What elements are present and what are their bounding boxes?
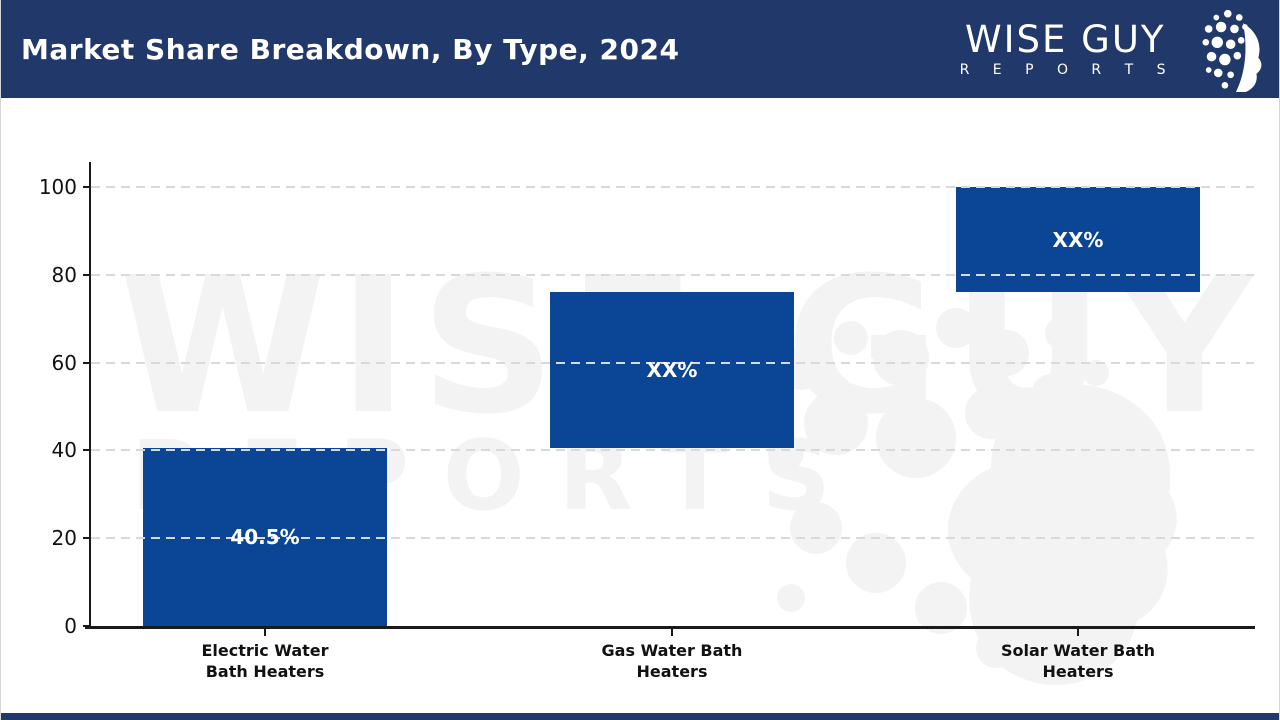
- y-tick-label: 60: [51, 350, 77, 375]
- y-tick-label: 20: [51, 526, 77, 551]
- gridline: [91, 449, 1254, 452]
- category-label-line2: Heaters: [1042, 661, 1114, 681]
- y-tick-label: 40: [51, 438, 77, 463]
- logo-reports-text: R E P O R T S: [959, 62, 1175, 78]
- x-tick-mark: [671, 629, 673, 636]
- y-tick-mark: [83, 186, 90, 188]
- category-label-line1: Electric Water: [201, 641, 329, 660]
- gridline: [91, 186, 1254, 188]
- category-label: Electric Water Bath Heaters: [105, 641, 425, 683]
- category-label-line1: Solar Water Bath: [1000, 641, 1156, 660]
- bar-segment: [550, 292, 794, 449]
- x-axis-line: [85, 626, 1255, 629]
- y-axis-line: [89, 162, 91, 627]
- y-tick-mark: [83, 361, 90, 364]
- y-tick-label: 0: [64, 614, 77, 638]
- watermark-head-logo-icon: [768, 308, 1177, 686]
- page-title: Market Share Breakdown, By Type, 2024: [21, 32, 680, 66]
- x-tick-mark: [264, 629, 266, 636]
- footer-bar: [1, 713, 1279, 720]
- y-tick-mark: [83, 625, 90, 627]
- wise-guy-reports-logo: WISE GUY R E P O R T S: [956, 6, 1267, 92]
- y-tick-mark: [83, 449, 90, 452]
- gridline: [91, 361, 1254, 364]
- x-tick-mark: [1077, 629, 1079, 636]
- category-label: Solar Water Bath Heaters: [918, 641, 1238, 683]
- category-label: Gas Water Bath Heaters: [512, 641, 832, 683]
- header-bar: Market Share Breakdown, By Type, 2024 WI…: [1, 0, 1279, 98]
- category-label-line2: Heaters: [636, 661, 708, 681]
- bar-segment: [143, 448, 387, 626]
- y-tick-label: 80: [51, 262, 77, 287]
- gridline: [91, 273, 1254, 276]
- category-label-line1: Gas Water Bath: [601, 641, 743, 660]
- logo-head-icon: [1202, 9, 1262, 92]
- logo-text: WISE GUY R E P O R T S: [956, 21, 1175, 77]
- bar-value-label: XX%: [646, 358, 698, 383]
- y-tick-label: 100: [38, 175, 77, 199]
- logo-wordmark: WISE GUY: [965, 18, 1166, 61]
- y-tick-mark: [83, 537, 90, 540]
- bar-value-label: XX%: [1052, 227, 1104, 252]
- bar-value-label: 40.5%: [230, 525, 300, 550]
- gridline: [91, 537, 1254, 540]
- category-label-line2: Bath Heaters: [205, 661, 325, 681]
- y-tick-mark: [83, 273, 90, 276]
